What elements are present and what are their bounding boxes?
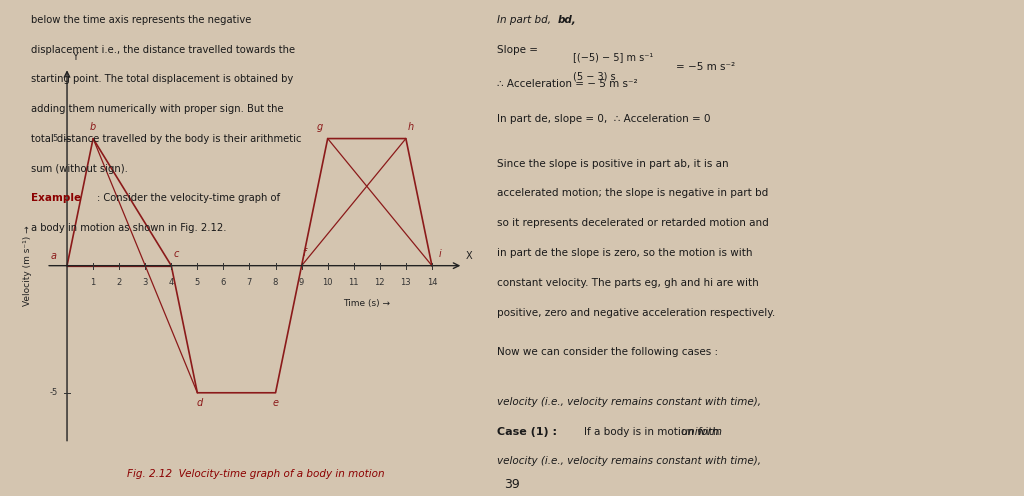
- Text: accelerated motion; the slope is negative in part bd: accelerated motion; the slope is negativ…: [497, 188, 768, 198]
- Text: In part de, slope = 0,  ∴ Acceleration = 0: In part de, slope = 0, ∴ Acceleration = …: [497, 114, 710, 124]
- Text: 8: 8: [272, 278, 279, 287]
- Text: 2: 2: [117, 278, 122, 287]
- Text: constant velocity. The parts eg, gh and hi are with: constant velocity. The parts eg, gh and …: [497, 278, 759, 288]
- Text: 7: 7: [247, 278, 252, 287]
- Text: Now we can consider the following cases :: Now we can consider the following cases …: [497, 347, 718, 357]
- Text: sum (without sign).: sum (without sign).: [31, 164, 128, 174]
- Text: Example: Example: [31, 193, 81, 203]
- Text: 4: 4: [169, 278, 174, 287]
- Text: c: c: [174, 249, 179, 259]
- Text: [(−5) − 5] m s⁻¹: [(−5) − 5] m s⁻¹: [573, 52, 653, 62]
- Text: bd,: bd,: [558, 15, 577, 25]
- Text: If a body is in motion with: If a body is in motion with: [584, 427, 719, 436]
- Text: a body in motion as shown in Fig. 2.12.: a body in motion as shown in Fig. 2.12.: [31, 223, 226, 233]
- Text: 6: 6: [221, 278, 226, 287]
- Text: 5: 5: [52, 134, 58, 143]
- Text: : Consider the velocity-time graph of: : Consider the velocity-time graph of: [97, 193, 281, 203]
- Text: ∴ Acceleration = − 5 m s⁻²: ∴ Acceleration = − 5 m s⁻²: [497, 79, 637, 89]
- Text: below the time axis represents the negative: below the time axis represents the negat…: [31, 15, 251, 25]
- Text: Velocity (m s⁻¹) →: Velocity (m s⁻¹) →: [24, 225, 33, 306]
- Text: Time (s) →: Time (s) →: [343, 299, 390, 308]
- Text: 13: 13: [400, 278, 412, 287]
- Text: Y: Y: [73, 52, 78, 62]
- Text: Slope =: Slope =: [497, 45, 541, 55]
- Text: 3: 3: [142, 278, 147, 287]
- Text: 1: 1: [90, 278, 95, 287]
- Text: 11: 11: [348, 278, 359, 287]
- Text: adding them numerically with proper sign. But the: adding them numerically with proper sign…: [31, 104, 284, 114]
- Text: 5: 5: [195, 278, 200, 287]
- Text: velocity (i.e., velocity remains constant with time),: velocity (i.e., velocity remains constan…: [497, 456, 761, 466]
- Text: i: i: [438, 249, 441, 259]
- Text: e: e: [272, 398, 279, 408]
- Text: = −5 m s⁻²: = −5 m s⁻²: [676, 62, 735, 72]
- Text: positive, zero and negative acceleration respectively.: positive, zero and negative acceleration…: [497, 308, 775, 317]
- Text: f: f: [302, 248, 306, 258]
- Text: 12: 12: [375, 278, 385, 287]
- Text: 39: 39: [504, 478, 520, 491]
- Text: Case (1) :: Case (1) :: [497, 427, 557, 436]
- Text: Fig. 2.12  Velocity-time graph of a body in motion: Fig. 2.12 Velocity-time graph of a body …: [127, 469, 385, 479]
- Text: b: b: [90, 122, 96, 132]
- Text: displacement i.e., the distance travelled towards the: displacement i.e., the distance travelle…: [31, 45, 295, 55]
- Text: -5: -5: [49, 388, 58, 397]
- Text: h: h: [408, 122, 414, 132]
- Text: total distance travelled by the body is their arithmetic: total distance travelled by the body is …: [31, 134, 301, 144]
- Text: Since the slope is positive in part ab, it is an: Since the slope is positive in part ab, …: [497, 159, 728, 169]
- Text: d: d: [197, 398, 203, 408]
- Text: In part bd,: In part bd,: [497, 15, 551, 25]
- Text: a: a: [51, 250, 57, 260]
- Text: 9: 9: [299, 278, 304, 287]
- Text: (5 − 3) s: (5 − 3) s: [573, 72, 616, 82]
- Text: in part de the slope is zero, so the motion is with: in part de the slope is zero, so the mot…: [497, 248, 753, 258]
- Text: X: X: [466, 250, 472, 260]
- Text: uniform: uniform: [584, 427, 722, 436]
- Text: starting point. The total displacement is obtained by: starting point. The total displacement i…: [31, 74, 293, 84]
- Text: so it represents decelerated or retarded motion and: so it represents decelerated or retarded…: [497, 218, 768, 228]
- Text: g: g: [316, 122, 323, 132]
- Text: 10: 10: [323, 278, 333, 287]
- Text: velocity (i.e., velocity remains constant with time),: velocity (i.e., velocity remains constan…: [497, 397, 761, 407]
- Text: 14: 14: [427, 278, 437, 287]
